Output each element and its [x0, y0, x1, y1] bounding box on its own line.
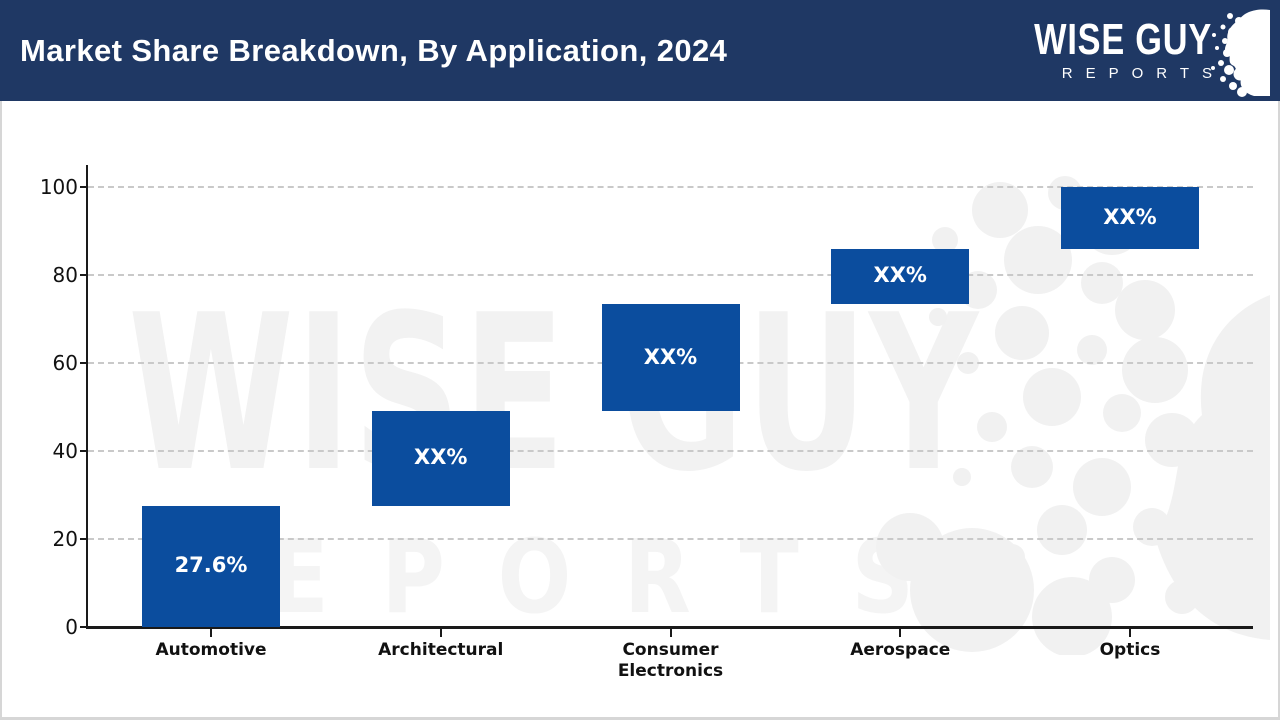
- x-tick-3: [899, 629, 902, 637]
- bar-value-label: 27.6%: [174, 553, 248, 578]
- wise-guy-reports-logo: WISE GUY REPORTS: [1000, 4, 1270, 98]
- bar-consumer-electronics: [601, 303, 740, 412]
- y-tick-20: [80, 538, 88, 540]
- header-bar: Market Share Breakdown, By Application, …: [0, 0, 1280, 101]
- x-tick-2: [669, 629, 672, 637]
- y-tick-label-100: 100: [39, 175, 78, 199]
- x-tick-0: [210, 629, 212, 637]
- x-axis-line: [86, 626, 1253, 629]
- y-tick-label-40: 40: [52, 439, 78, 463]
- y-tick-0: [80, 626, 88, 628]
- y-tick-80: [80, 274, 88, 276]
- bar-value-label: XX%: [643, 344, 698, 369]
- gridline-40: [88, 450, 1253, 452]
- gridline-100: [88, 186, 1253, 188]
- x-tick-1: [439, 629, 442, 637]
- y-tick-label-20: 20: [52, 527, 78, 551]
- y-tick-label-0: 0: [65, 615, 78, 639]
- bar-value-label: XX%: [414, 445, 468, 470]
- bar-automotive: [142, 505, 280, 627]
- gridline-80: [88, 274, 1253, 276]
- page-title: Market Share Breakdown, By Application, …: [20, 32, 728, 68]
- logo-text: WISE GUY REPORTS: [984, 15, 1212, 83]
- y-tick-60: [80, 362, 88, 364]
- x-category-label: Optics: [1099, 640, 1161, 660]
- x-category-label: Automotive: [155, 640, 267, 660]
- logo-wiseguy-label: WISE GUY: [1034, 15, 1212, 64]
- bar-architectural: [371, 411, 510, 506]
- logo-face-icon: [1211, 9, 1270, 97]
- x-category-label: Aerospace: [850, 640, 951, 660]
- gridline-20: [88, 538, 1253, 540]
- logo-reports-label: REPORTS: [1061, 65, 1225, 82]
- x-tick-4: [1129, 629, 1131, 637]
- y-tick-40: [80, 450, 88, 452]
- x-category-label: Architectural: [378, 640, 504, 660]
- y-axis-line: [86, 165, 88, 627]
- x-category-label: Consumer Electronics: [617, 640, 724, 681]
- y-tick-100: [80, 186, 88, 188]
- bar-value-label: XX%: [873, 263, 927, 288]
- bar-value-label: XX%: [1103, 204, 1157, 229]
- bar-aerospace: [831, 248, 970, 304]
- y-tick-label-60: 60: [52, 351, 78, 375]
- y-tick-label-80: 80: [52, 263, 78, 287]
